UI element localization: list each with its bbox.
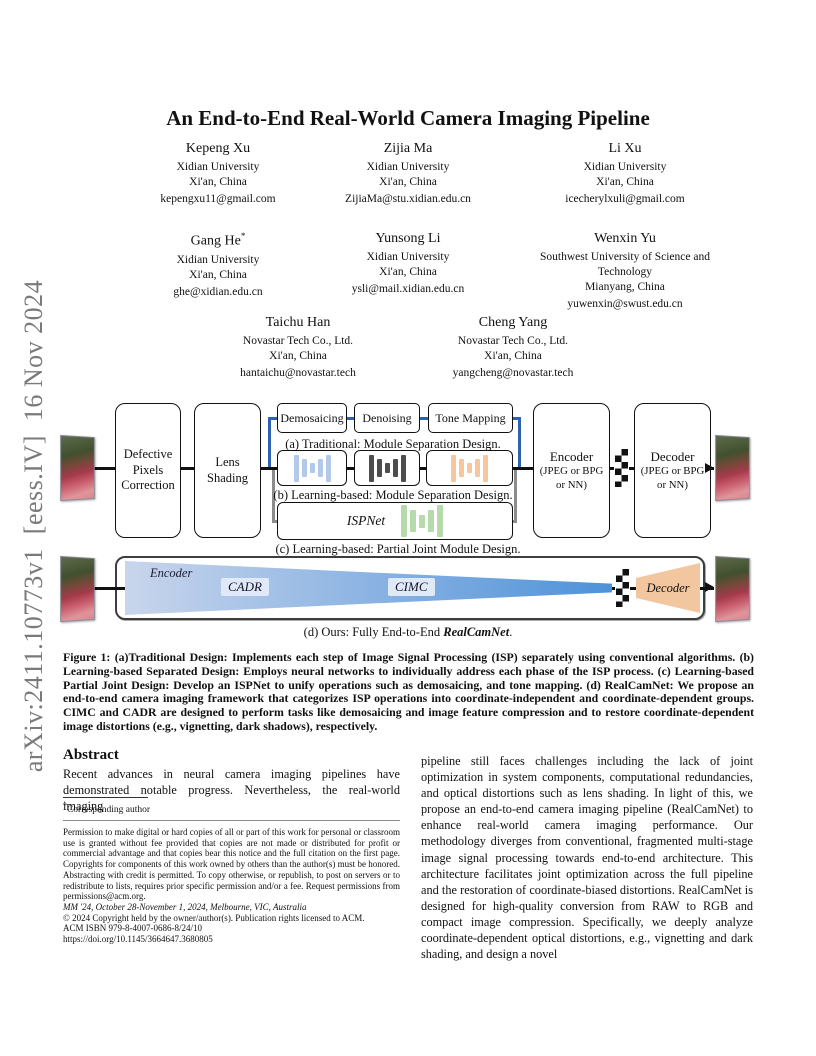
abstract-heading: Abstract	[63, 747, 119, 763]
realcamnet-encoder-label: Encoder	[150, 566, 193, 580]
encoder-codecs-line1: (JPEG or BPG	[539, 465, 604, 478]
author-li-xu: Li Xu Xidian University Xi'an, China ice…	[515, 141, 735, 207]
output-arrow-d	[705, 582, 714, 592]
raw-input-image	[60, 434, 95, 502]
footnote-rule	[63, 797, 148, 798]
lens-shading-box: Lens Shading	[194, 403, 261, 538]
arxiv-stamp: arXiv:2411.10773v1 [eess.IV] 16 Nov 2024	[19, 279, 48, 773]
author-name: Gang He*	[190, 231, 246, 249]
author-kepeng-xu: Kepeng Xu Xidian University Xi'an, China…	[118, 141, 318, 207]
figure-1-diagram: Defective Pixels Correction Lens Shading…	[58, 398, 758, 648]
rgb-output-image-d	[715, 555, 750, 623]
author-taichu-han: Taichu Han Novastar Tech Co., Ltd. Xi'an…	[198, 315, 398, 381]
author-email[interactable]: yangcheng@novastar.tech	[452, 367, 574, 379]
tone-mapping-network-icon	[426, 450, 513, 486]
author-email[interactable]: hantaichu@novastar.tech	[240, 367, 356, 379]
raw-input-image-d	[60, 555, 95, 623]
demosaicing-box: Demosaicing	[277, 403, 347, 433]
conference-line: MM '24, October 28-November 1, 2024, Mel…	[63, 901, 307, 912]
right-column-text: pipeline still faces challenges includin…	[421, 754, 753, 962]
author-yunsong-li: Yunsong Li Xidian University Xi'an, Chin…	[308, 231, 508, 297]
author-location: Xi'an, China	[189, 176, 247, 188]
encoder-codecs-line2: or NN)	[556, 478, 587, 491]
author-email[interactable]: ysli@mail.xidian.edu.cn	[351, 283, 465, 295]
author-affiliation: Novastar Tech Co., Ltd.	[242, 335, 354, 347]
author-name: Kepeng Xu	[185, 141, 251, 156]
author-name: Li Xu	[608, 141, 642, 156]
author-location: Mianyang, China	[585, 281, 665, 293]
encoder-label: Encoder	[549, 448, 594, 464]
author-name: Taichu Han	[265, 315, 331, 330]
demosaicing-network-icon	[277, 450, 347, 486]
caption-d: (d) Ours: Fully End-to-End RealCamNet.	[303, 625, 513, 639]
decoder-codecs-line1: (JPEG or BPG	[640, 465, 705, 478]
author-wenxin-yu: Wenxin Yu Southwest University of Scienc…	[515, 231, 735, 312]
author-email[interactable]: yuwenxin@swust.edu.cn	[567, 298, 683, 310]
author-location: Xi'an, China	[484, 350, 542, 362]
defective-pixels-correction-box: Defective Pixels Correction	[115, 403, 181, 538]
rgb-output-image	[715, 434, 750, 502]
ispnet-label: ISPNet	[346, 513, 386, 528]
author-affiliation: Novastar Tech Co., Ltd.	[457, 335, 569, 347]
corresponding-author-footnote: *Corresponding author	[63, 801, 151, 816]
tone-mapping-box: Tone Mapping	[428, 403, 513, 433]
author-location: Xi'an, China	[596, 176, 654, 188]
copyright-line: © 2024 Copyright held by the owner/autho…	[63, 912, 365, 923]
bitstream-icon	[614, 448, 629, 488]
doi-link[interactable]: https://doi.org/10.1145/3664647.3680805	[63, 934, 213, 945]
author-location: Xi'an, China	[379, 176, 437, 188]
encoder-box: Encoder (JPEG or BPG or NN)	[533, 403, 610, 538]
decoder-codecs-line2: or NN)	[657, 478, 688, 491]
permission-text: Permission to make digital or hard copie…	[63, 827, 400, 902]
author-affiliation: Xidian University	[176, 161, 260, 173]
column-divider-rule	[63, 820, 400, 821]
author-affiliation: Southwest University of Science and	[540, 251, 710, 263]
author-email[interactable]: kepengxu11@gmail.com	[160, 193, 276, 205]
figure-1-caption: Figure 1: (a)Traditional Design: Impleme…	[63, 650, 754, 733]
author-email[interactable]: ZijiaMa@stu.xidian.edu.cn	[345, 193, 471, 205]
decoder-box: Decoder (JPEG or BPG or NN)	[634, 403, 711, 538]
author-cheng-yang: Cheng Yang Novastar Tech Co., Ltd. Xi'an…	[413, 315, 613, 381]
cadr-module: CADR	[221, 578, 269, 596]
denoising-box: Denoising	[354, 403, 420, 433]
author-affiliation: Technology	[597, 266, 653, 278]
author-email[interactable]: icecherylxuli@gmail.com	[565, 193, 685, 205]
caption-b: (b) Learning-based: Module Separation De…	[273, 488, 513, 502]
author-affiliation: Xidian University	[583, 161, 667, 173]
author-name: Wenxin Yu	[594, 231, 656, 246]
abstract-text: Recent advances in neural camera imaging…	[63, 767, 400, 813]
author-email[interactable]: ghe@xidian.edu.cn	[173, 285, 263, 298]
author-name: Cheng Yang	[478, 315, 548, 330]
output-arrow	[705, 463, 714, 473]
realcamnet-decoder-label: Decoder	[646, 580, 690, 595]
author-name: Yunsong Li	[375, 231, 441, 246]
author-location: Xi'an, China	[189, 268, 247, 281]
decoder-label: Decoder	[650, 448, 695, 464]
ispnet-network-icon	[401, 505, 444, 537]
author-name: Zijia Ma	[383, 141, 433, 156]
author-gang-he: Gang He* Xidian University Xi'an, China …	[118, 231, 318, 300]
paper-title: An End-to-End Real-World Camera Imaging …	[166, 106, 650, 130]
author-zijia-ma: Zijia Ma Xidian University Xi'an, China …	[308, 141, 508, 207]
author-affiliation: Xidian University	[366, 251, 450, 263]
ispnet-box: ISPNet	[277, 502, 513, 540]
isbn-line: ACM ISBN 979-8-4007-0686-8/24/10	[63, 923, 202, 934]
realcamnet-name: RealCamNet	[443, 625, 510, 639]
denoising-network-icon	[354, 450, 420, 486]
caption-a: (a) Traditional: Module Separation Desig…	[285, 437, 501, 451]
corresponding-author-mark: *	[240, 231, 246, 241]
cimc-module: CIMC	[388, 578, 435, 596]
bitstream-icon-d	[615, 568, 630, 608]
caption-c: (c) Learning-based: Partial Joint Module…	[275, 542, 521, 556]
copyright-block: Permission to make digital or hard copie…	[63, 827, 400, 945]
author-location: Xi'an, China	[269, 350, 327, 362]
author-affiliation: Xidian University	[366, 161, 450, 173]
author-location: Xi'an, China	[379, 266, 437, 278]
author-affiliation: Xidian University	[176, 253, 260, 266]
